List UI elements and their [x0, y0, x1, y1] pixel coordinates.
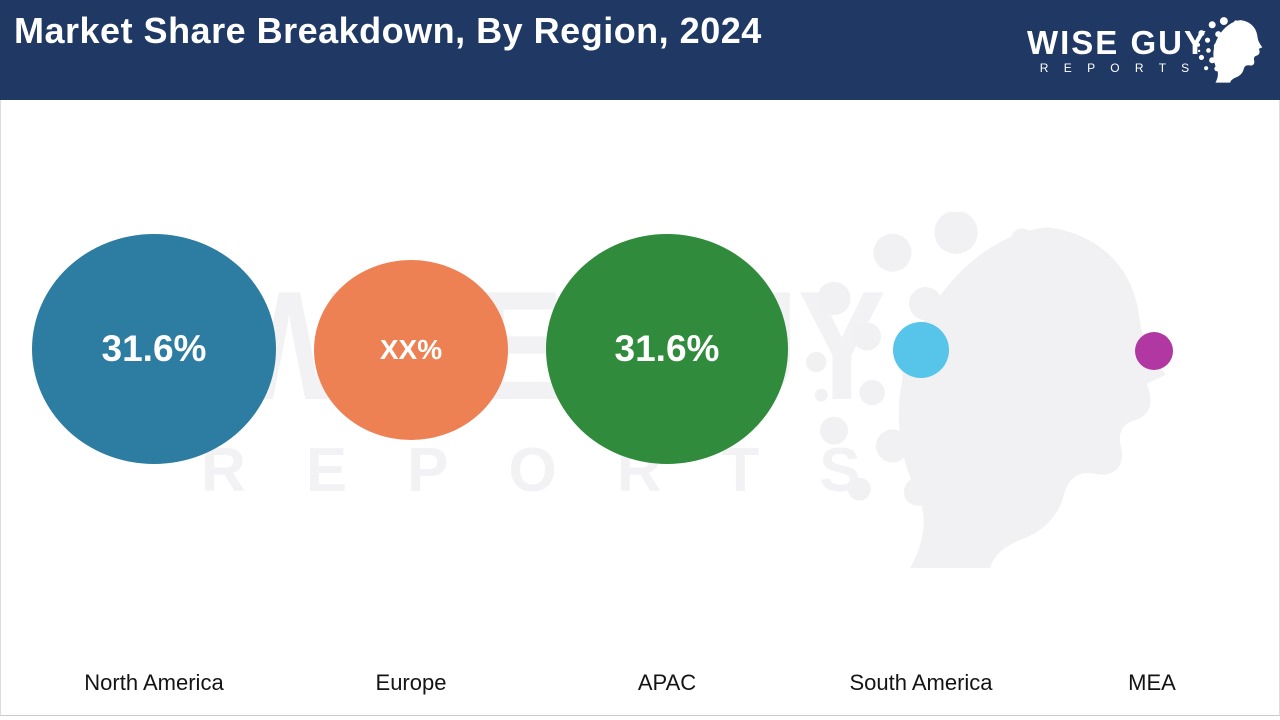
watermark-face-icon	[806, 212, 1166, 568]
category-label-south-america: South America	[849, 670, 993, 695]
header-bar: Market Share Breakdown, By Region, 2024 …	[0, 0, 1280, 100]
bubble-value-label: 31.6%	[101, 328, 207, 369]
bubble-value-label: XX%	[379, 334, 443, 365]
bubble-south-america	[893, 322, 949, 378]
bubble-value-label: 31.6%	[614, 328, 720, 369]
category-label-mea: MEA	[1128, 670, 1176, 695]
bubble-apac: 31.6%	[546, 234, 788, 464]
bubble-mea	[1135, 332, 1173, 370]
chart-area: WISE GUY REPORTS 31.6% XX% 31.6% North A…	[0, 100, 1280, 716]
bubble-europe: XX%	[314, 260, 508, 440]
brand-name: WISE GUY	[1026, 23, 1208, 61]
bubble-north-america: 31.6%	[32, 234, 276, 464]
category-label-north-america: North America	[84, 670, 224, 695]
watermark-subtitle: REPORTS	[201, 436, 921, 505]
brand-logo: WISE GUY R E P O R T S	[1027, 8, 1264, 92]
category-label-apac: APAC	[637, 670, 697, 695]
brand-subtitle: R E P O R T S	[1039, 60, 1196, 75]
brand-wordmark: WISE GUY R E P O R T S	[1027, 26, 1208, 75]
category-label-europe: Europe	[375, 670, 447, 695]
page-title: Market Share Breakdown, By Region, 2024	[14, 10, 762, 51]
